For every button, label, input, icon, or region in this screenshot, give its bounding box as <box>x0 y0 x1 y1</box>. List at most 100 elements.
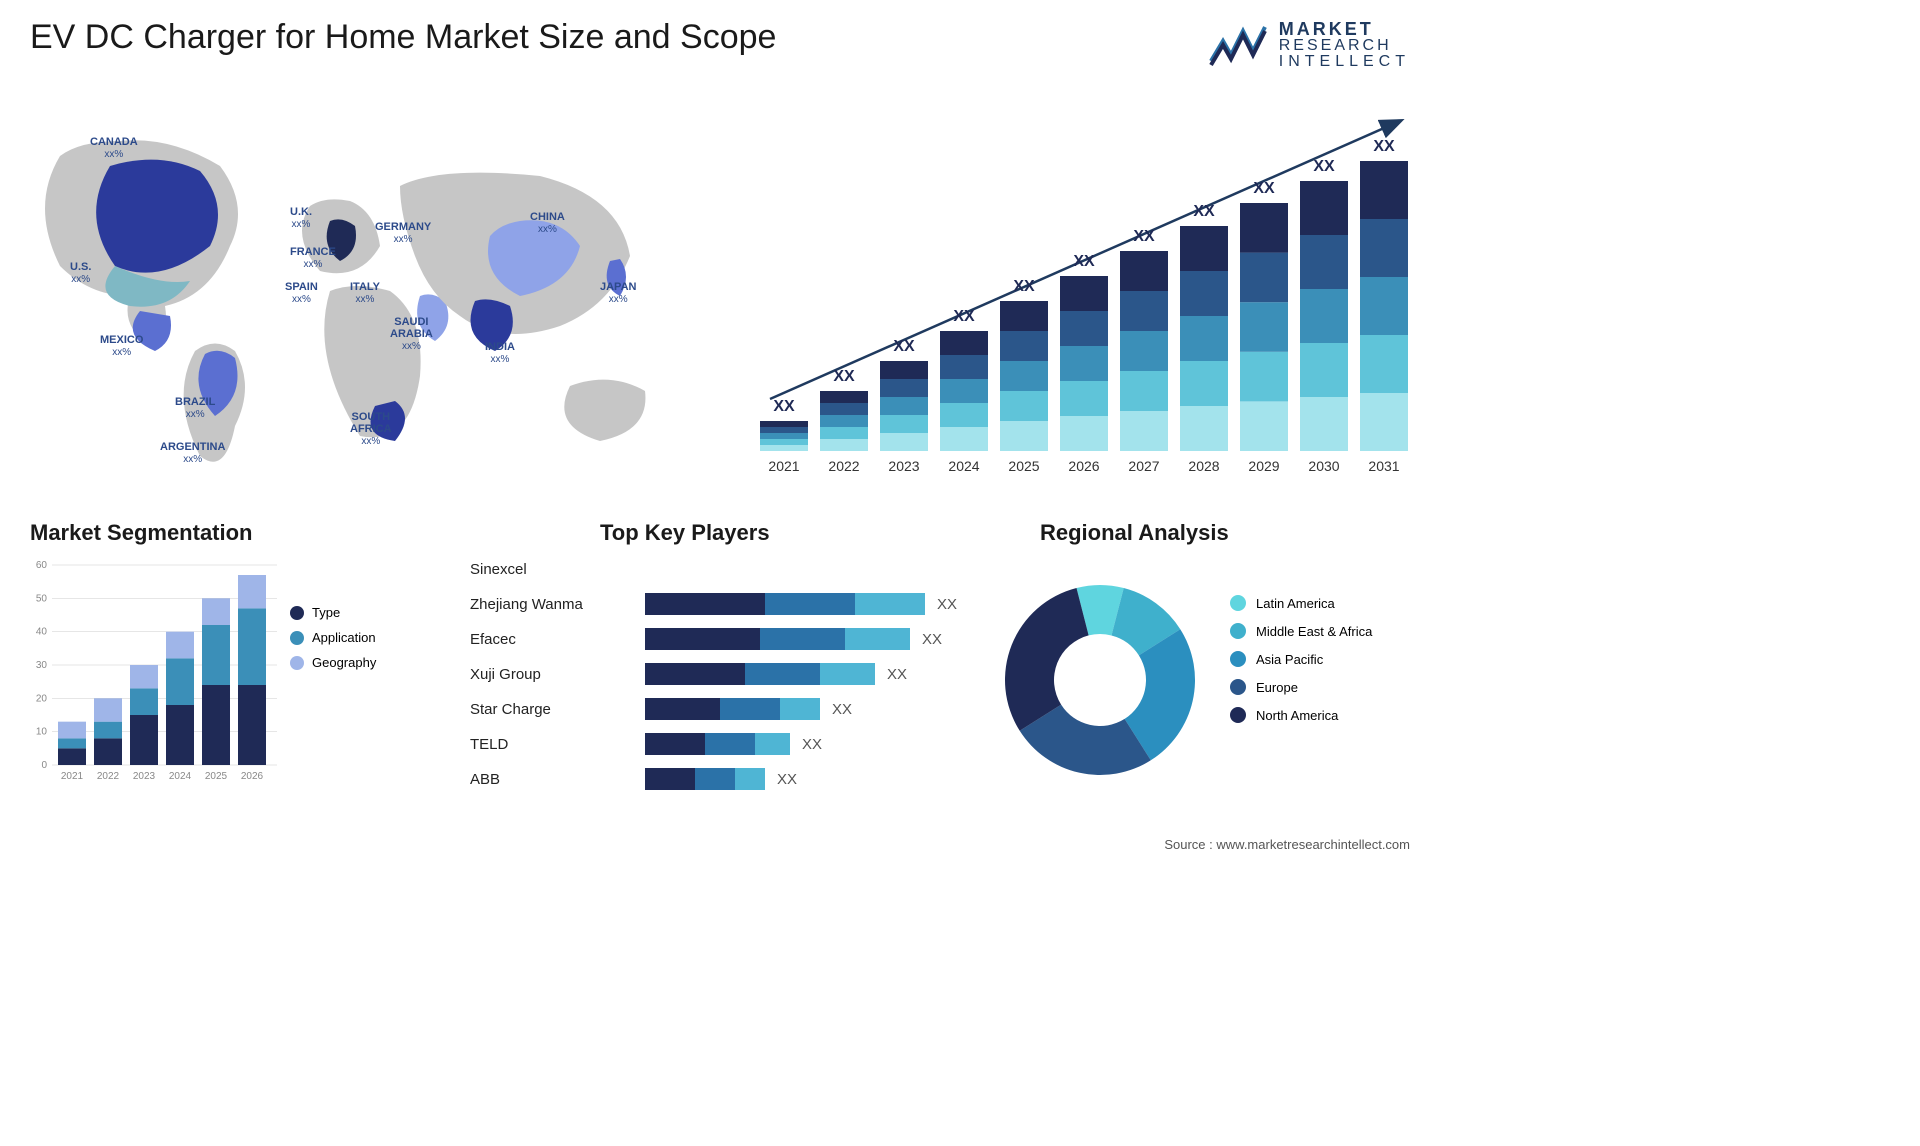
logo-text-3: INTELLECT <box>1279 54 1410 70</box>
svg-text:2025: 2025 <box>205 771 228 782</box>
player-bar <box>645 663 875 685</box>
legend-item: Type <box>290 605 376 620</box>
svg-text:XX: XX <box>773 398 795 415</box>
growth-chart-svg: XX 2021 XX 2022 XX 2023 XX 2024 XX 2025 XX 2026 XX 20… <box>740 96 1420 496</box>
player-row: TELD XX <box>470 730 970 758</box>
regional-panel: Latin America Middle East & Africa Asia Pa… <box>990 555 1420 815</box>
player-value: XX <box>937 596 957 613</box>
player-value: XX <box>802 736 822 753</box>
legend-item: North America <box>1230 707 1372 723</box>
player-value: XX <box>777 771 797 788</box>
logo-icon <box>1209 21 1269 69</box>
svg-text:20: 20 <box>36 693 48 704</box>
svg-text:XX: XX <box>1313 158 1335 175</box>
svg-text:XX: XX <box>953 308 975 325</box>
svg-text:2025: 2025 <box>1008 458 1039 474</box>
svg-text:XX: XX <box>1133 228 1155 245</box>
players-title: Top Key Players <box>600 520 770 546</box>
world-map-panel: CANADAxx%U.S.xx%MEXICOxx%BRAZILxx%ARGENT… <box>20 96 700 496</box>
player-name: TELD <box>470 736 645 753</box>
svg-text:2021: 2021 <box>61 771 84 782</box>
map-label: INDIAxx% <box>485 341 515 365</box>
legend-item: Latin America <box>1230 595 1372 611</box>
player-bar <box>645 593 925 615</box>
legend-item: Middle East & Africa <box>1230 623 1372 639</box>
map-label: ARGENTINAxx% <box>160 441 225 465</box>
map-label: ITALYxx% <box>350 281 380 305</box>
player-value: XX <box>922 631 942 648</box>
growth-chart-panel: XX 2021 XX 2022 XX 2023 XX 2024 XX 2025 XX 2026 XX 20… <box>740 96 1420 496</box>
svg-text:10: 10 <box>36 727 48 738</box>
player-name: Sinexcel <box>470 561 645 578</box>
svg-text:40: 40 <box>36 627 48 638</box>
svg-text:0: 0 <box>41 760 47 771</box>
svg-text:2026: 2026 <box>1068 458 1099 474</box>
legend-item: Application <box>290 630 376 645</box>
regional-title: Regional Analysis <box>1040 520 1229 546</box>
legend-item: Geography <box>290 655 376 670</box>
player-name: Xuji Group <box>470 666 645 683</box>
legend-item: Asia Pacific <box>1230 651 1372 667</box>
svg-text:60: 60 <box>36 560 48 571</box>
svg-text:XX: XX <box>1373 138 1395 155</box>
player-bar <box>645 698 820 720</box>
map-label: MEXICOxx% <box>100 334 143 358</box>
svg-text:2024: 2024 <box>948 458 979 474</box>
map-label: CANADAxx% <box>90 136 138 160</box>
svg-text:XX: XX <box>1073 253 1095 270</box>
svg-text:2026: 2026 <box>241 771 264 782</box>
map-label: FRANCExx% <box>290 246 336 270</box>
svg-text:XX: XX <box>1193 203 1215 220</box>
svg-text:2021: 2021 <box>768 458 799 474</box>
svg-text:2031: 2031 <box>1368 458 1399 474</box>
svg-text:2023: 2023 <box>888 458 919 474</box>
map-label: GERMANYxx% <box>375 221 431 245</box>
map-label: CHINAxx% <box>530 211 565 235</box>
player-row: Star Charge XX <box>470 695 970 723</box>
logo-text-2: RESEARCH <box>1279 38 1410 54</box>
brand-logo: MARKET RESEARCH INTELLECT <box>1209 20 1410 70</box>
svg-text:2029: 2029 <box>1248 458 1279 474</box>
segmentation-panel: 0 10 20 30 40 50 60 2021 2022 2023 2024 2025 2026 Ty… <box>30 555 450 815</box>
map-label: SOUTHAFRICAxx% <box>350 411 392 447</box>
svg-text:2022: 2022 <box>828 458 859 474</box>
svg-text:XX: XX <box>833 368 855 385</box>
player-value: XX <box>887 666 907 683</box>
svg-text:30: 30 <box>36 660 48 671</box>
svg-text:2023: 2023 <box>133 771 156 782</box>
logo-text-1: MARKET <box>1279 20 1410 38</box>
players-panel: SinexcelZhejiang WanmaXXEfacecXXXuji Gro… <box>470 555 970 835</box>
player-row: Xuji Group XX <box>470 660 970 688</box>
svg-text:XX: XX <box>1013 278 1035 295</box>
player-name: Efacec <box>470 631 645 648</box>
page-title: EV DC Charger for Home Market Size and S… <box>30 18 776 57</box>
map-label: SPAINxx% <box>285 281 318 305</box>
player-name: Zhejiang Wanma <box>470 596 645 613</box>
segmentation-legend: Type Application Geography <box>290 605 376 680</box>
map-label: U.K.xx% <box>290 206 312 230</box>
map-label: JAPANxx% <box>600 281 636 305</box>
map-label: BRAZILxx% <box>175 396 215 420</box>
player-name: Star Charge <box>470 701 645 718</box>
player-row: Zhejiang Wanma XX <box>470 590 970 618</box>
svg-text:2027: 2027 <box>1128 458 1159 474</box>
svg-text:2022: 2022 <box>97 771 120 782</box>
player-row: Efacec XX <box>470 625 970 653</box>
svg-text:50: 50 <box>36 593 48 604</box>
legend-item: Europe <box>1230 679 1372 695</box>
map-label: SAUDIARABIAxx% <box>390 316 433 352</box>
segmentation-svg: 0 10 20 30 40 50 60 2021 2022 2023 2024 2025 2026 <box>30 555 290 795</box>
svg-text:2024: 2024 <box>169 771 192 782</box>
player-bar <box>645 733 790 755</box>
player-value: XX <box>832 701 852 718</box>
player-row: Sinexcel <box>470 555 970 583</box>
svg-text:2030: 2030 <box>1308 458 1339 474</box>
source-text: Source : www.marketresearchintellect.com <box>1164 837 1410 852</box>
donut-svg <box>990 555 1210 805</box>
svg-text:2028: 2028 <box>1188 458 1219 474</box>
player-bar <box>645 768 765 790</box>
player-bar <box>645 628 910 650</box>
segmentation-title: Market Segmentation <box>30 520 253 546</box>
donut-legend: Latin America Middle East & Africa Asia Pa… <box>1230 595 1372 735</box>
svg-text:XX: XX <box>893 338 915 355</box>
